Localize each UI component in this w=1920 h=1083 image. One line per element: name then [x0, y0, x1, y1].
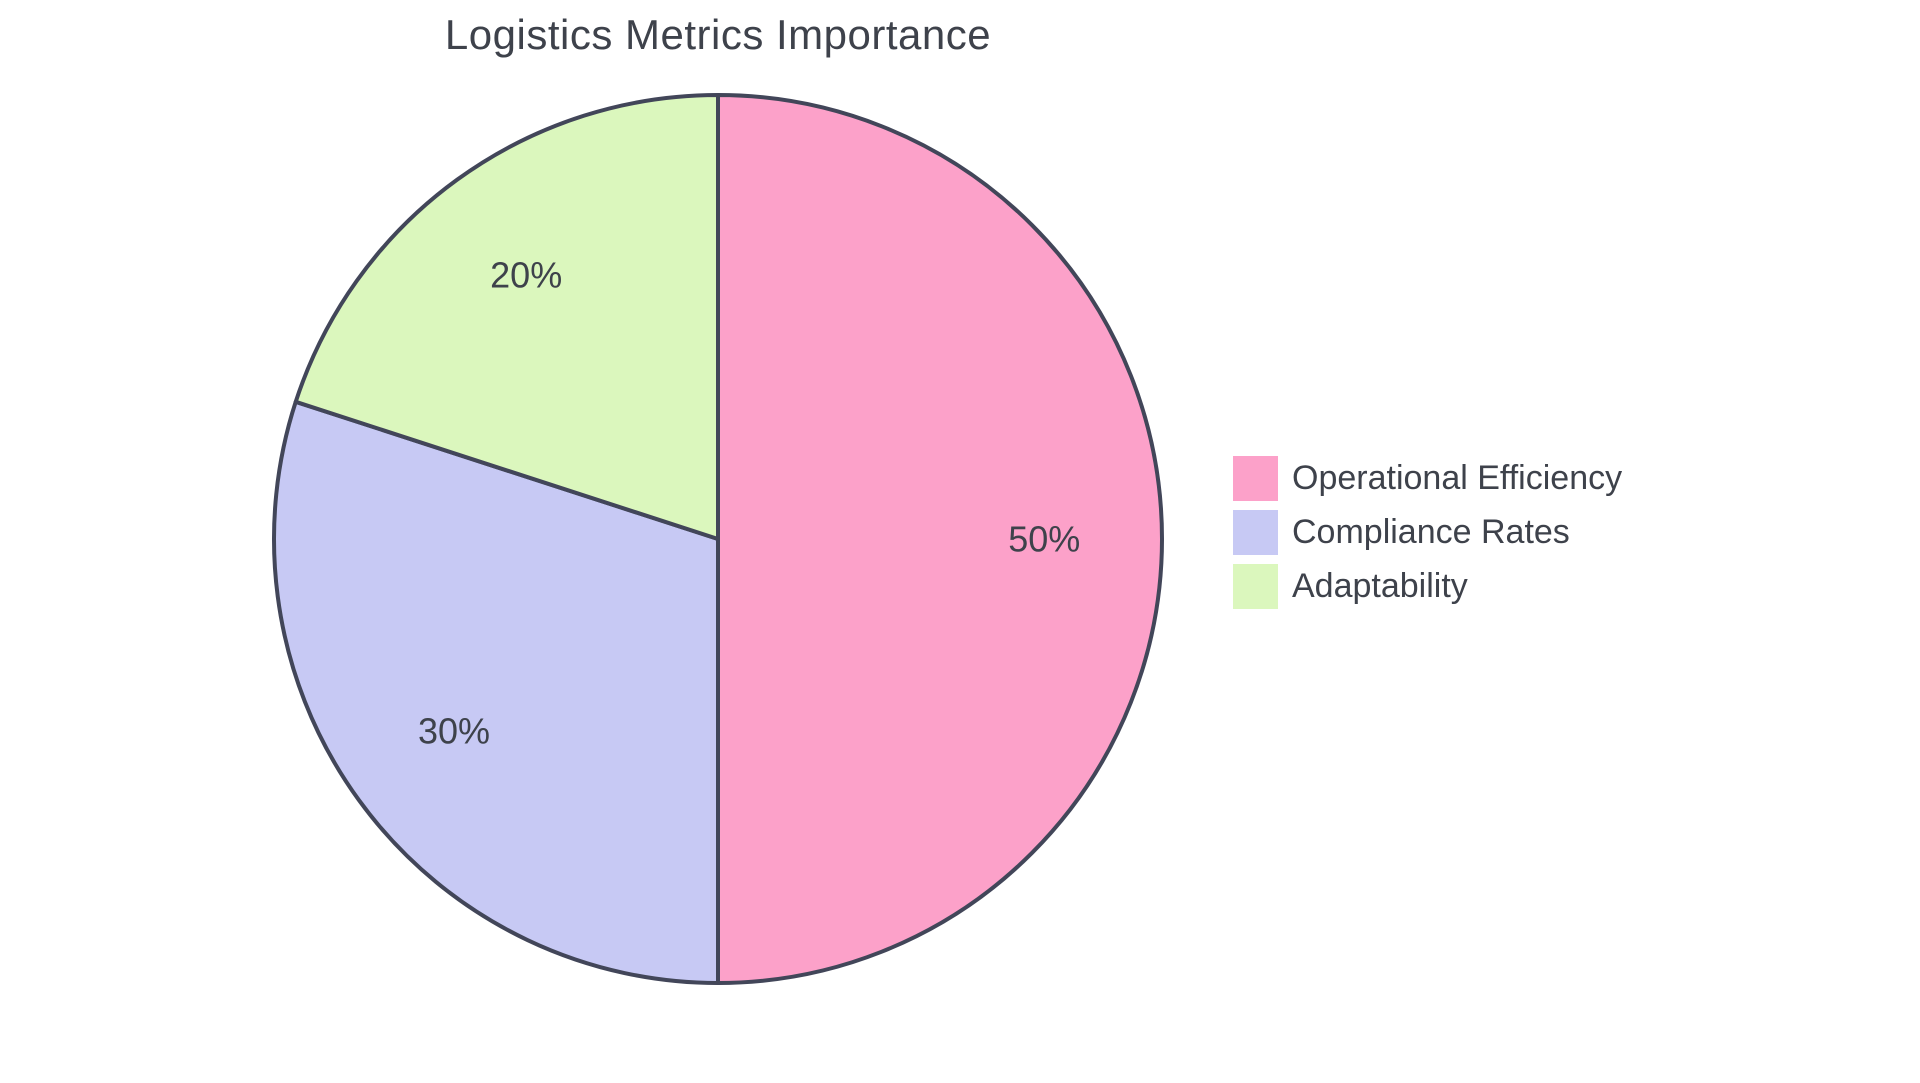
legend: Operational Efficiency Compliance Rates Ad… [1233, 456, 1622, 618]
legend-swatch-operational-efficiency [1233, 456, 1278, 501]
pie-slice-adaptability[interactable] [293, 93, 720, 541]
pie-slice-label-compliance-rates: 30% [418, 710, 490, 751]
pie-slice-operational-efficiency[interactable] [716, 93, 1164, 985]
legend-label-operational-efficiency: Operational Efficiency [1292, 459, 1623, 497]
pie-slice-compliance-rates[interactable] [272, 399, 720, 985]
legend-item-compliance-rates[interactable]: Compliance Rates [1233, 510, 1622, 555]
legend-label-compliance-rates: Compliance Rates [1292, 513, 1570, 551]
legend-swatch-adaptability [1233, 564, 1278, 609]
legend-item-adaptability[interactable]: Adaptability [1233, 564, 1622, 609]
legend-item-operational-efficiency[interactable]: Operational Efficiency [1233, 456, 1622, 501]
chart-title: Logistics Metrics Importance [444, 11, 992, 58]
legend-swatch-compliance-rates [1233, 510, 1278, 555]
legend-label-adaptability: Adaptability [1292, 567, 1468, 605]
pie-slice-label-adaptability: 20% [490, 255, 562, 296]
pie-slice-label-operational-efficiency: 50% [1008, 519, 1080, 560]
